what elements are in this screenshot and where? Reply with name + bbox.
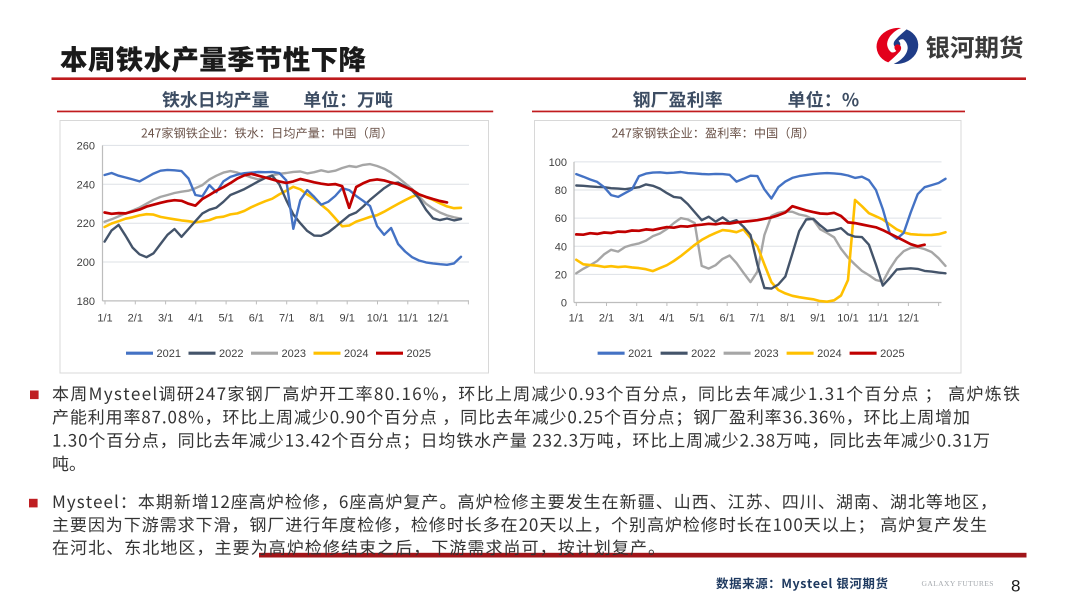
svg-text:5/1: 5/1 [218, 313, 233, 325]
svg-text:240: 240 [77, 179, 95, 191]
svg-text:1/1: 1/1 [97, 313, 112, 325]
svg-text:2024: 2024 [817, 348, 841, 360]
svg-text:8: 8 [1011, 577, 1020, 596]
svg-text:3/1: 3/1 [629, 313, 644, 325]
svg-text:220: 220 [77, 218, 95, 230]
svg-text:2023: 2023 [754, 348, 778, 360]
svg-text:7/1: 7/1 [279, 313, 294, 325]
svg-text:2023: 2023 [282, 348, 306, 360]
svg-text:2022: 2022 [691, 348, 715, 360]
svg-text:10/1: 10/1 [837, 313, 858, 325]
svg-text:6/1: 6/1 [249, 313, 264, 325]
svg-text:10/1: 10/1 [367, 313, 388, 325]
svg-text:6/1: 6/1 [720, 313, 735, 325]
svg-text:8/1: 8/1 [309, 313, 324, 325]
svg-text:3/1: 3/1 [158, 313, 173, 325]
svg-text:1/1: 1/1 [569, 313, 584, 325]
svg-text:180: 180 [77, 296, 95, 308]
svg-text:12/1: 12/1 [427, 313, 448, 325]
svg-text:9/1: 9/1 [340, 313, 355, 325]
svg-text:2025: 2025 [880, 348, 904, 360]
svg-text:7/1: 7/1 [750, 313, 765, 325]
svg-text:2022: 2022 [219, 348, 243, 360]
svg-text:12/1: 12/1 [898, 313, 919, 325]
svg-text:0: 0 [561, 298, 567, 310]
svg-text:20: 20 [555, 269, 567, 281]
svg-text:11/1: 11/1 [398, 313, 419, 325]
svg-text:200: 200 [77, 257, 95, 269]
svg-text:80: 80 [555, 185, 567, 197]
svg-text:11/1: 11/1 [868, 313, 889, 325]
svg-text:2024: 2024 [344, 348, 368, 360]
svg-text:8/1: 8/1 [780, 313, 795, 325]
svg-text:260: 260 [77, 140, 95, 152]
svg-text:5/1: 5/1 [689, 313, 704, 325]
svg-text:60: 60 [555, 213, 567, 225]
svg-text:2/1: 2/1 [599, 313, 614, 325]
svg-text:40: 40 [555, 241, 567, 253]
svg-text:4/1: 4/1 [659, 313, 674, 325]
svg-text:2021: 2021 [157, 348, 181, 360]
svg-text:9/1: 9/1 [810, 313, 825, 325]
svg-text:2/1: 2/1 [128, 313, 143, 325]
svg-text:2025: 2025 [407, 348, 431, 360]
svg-text:4/1: 4/1 [188, 313, 203, 325]
svg-text:100: 100 [549, 157, 567, 169]
svg-text:2021: 2021 [628, 348, 652, 360]
svg-text:GALAXY FUTURES: GALAXY FUTURES [922, 579, 994, 588]
